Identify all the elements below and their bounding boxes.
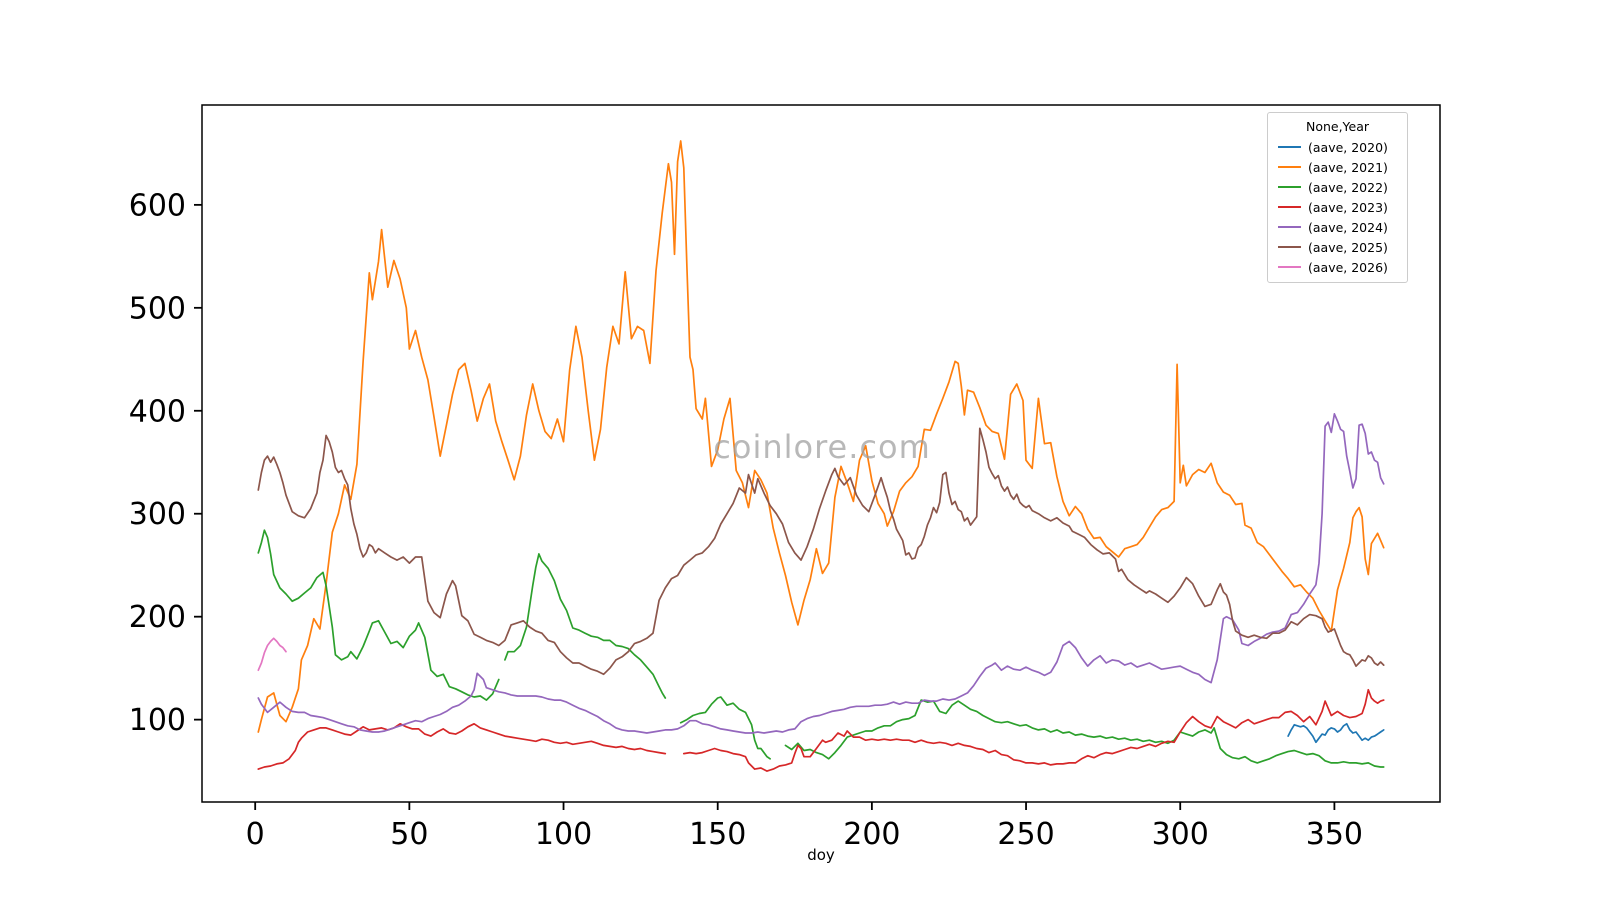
x-tick-label: 150 [689,817,746,852]
legend-line-swatch-icon [1278,206,1301,208]
y-tick-label: 500 [129,291,186,326]
legend-item-aave-2022: (aave, 2022) [1268,177,1407,197]
legend-item-aave-2026: (aave, 2026) [1268,257,1407,277]
legend-line-swatch-icon [1278,166,1301,168]
x-tick-label: 200 [843,817,900,852]
series-line-aave-2022 [257,529,1385,768]
series-line-aave-2024 [257,413,1385,734]
y-tick-label: 300 [129,497,186,532]
legend: None,Year (aave, 2020) (aave, 2021) (aave,… [1267,112,1408,283]
legend-item-label: (aave, 2026) [1308,259,1388,275]
x-tick-label: 300 [1152,817,1209,852]
series-line-aave-2025 [257,427,1385,676]
legend-item-aave-2020: (aave, 2020) [1268,137,1407,157]
y-tick-label: 400 [129,394,186,429]
x-tick-label: 250 [997,817,1054,852]
legend-line-swatch-icon [1278,226,1301,228]
plot-border [201,104,1441,803]
y-tick-label: 600 [129,188,186,223]
legend-item-label: (aave, 2020) [1308,139,1388,155]
legend-item-label: (aave, 2022) [1308,179,1388,195]
legend-item-label: (aave, 2021) [1308,159,1388,175]
legend-line-swatch-icon [1278,146,1301,148]
legend-item-label: (aave, 2023) [1308,199,1388,215]
x-tick-label: 0 [246,817,265,852]
x-axis-label: doy [807,846,835,864]
series-line-aave-2020 [1287,722,1385,744]
legend-item-aave-2025: (aave, 2025) [1268,237,1407,257]
y-tick-label: 200 [129,600,186,635]
y-tick-label: 100 [129,703,186,738]
legend-line-swatch-icon [1278,246,1301,248]
legend-item-label: (aave, 2024) [1308,219,1388,235]
legend-title: None,Year [1305,119,1370,134]
x-tick-label: 100 [535,817,592,852]
legend-item-aave-2023: (aave, 2023) [1268,197,1407,217]
x-tick-label: 350 [1306,817,1363,852]
series-line-aave-2021 [257,140,1385,733]
legend-line-swatch-icon [1278,186,1301,188]
legend-item-label: (aave, 2025) [1308,239,1388,255]
series-line-aave-2026 [257,637,287,672]
watermark: coinlore.com [713,428,931,466]
legend-item-aave-2021: (aave, 2021) [1268,157,1407,177]
series-line-aave-2023 [257,688,1385,772]
legend-line-swatch-icon [1278,266,1301,268]
legend-item-aave-2024: (aave, 2024) [1268,217,1407,237]
x-tick-label: 50 [390,817,428,852]
